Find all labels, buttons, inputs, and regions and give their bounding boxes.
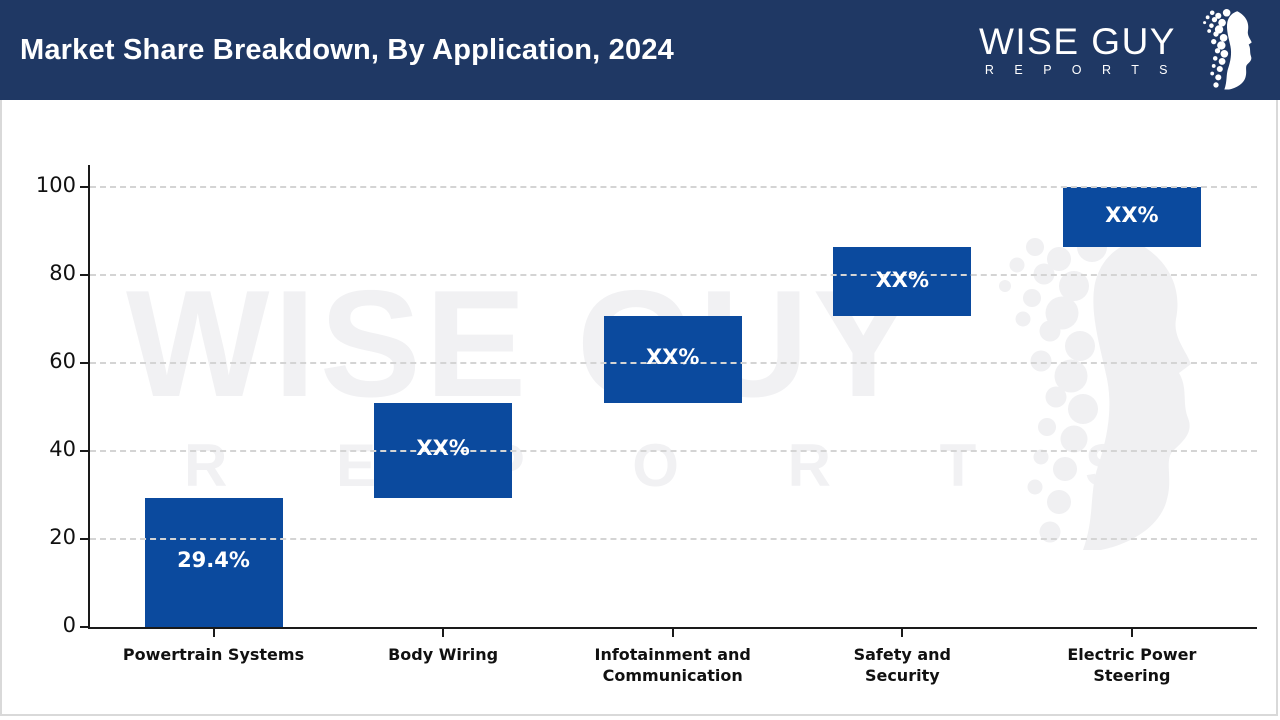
logo-text: WISE GUY R E P O R T S [979,23,1176,77]
wiseguy-logo: WISE GUY R E P O R T S [979,8,1254,92]
y-tick [80,362,88,364]
y-tick-label: 80 [49,261,76,285]
bar-value-label: XX% [416,436,470,461]
bar-value-label: XX% [645,345,700,370]
y-tick-label: 40 [49,437,76,461]
gridline [90,186,1257,188]
x-category-label: Powertrain Systems [122,645,305,664]
bar [1062,187,1201,248]
watermark-wordmark: WISE GUY [126,259,919,429]
y-tick [80,450,88,452]
gridline [90,538,1257,540]
y-tick-label: 0 [62,613,76,637]
watermark-subtext: R E P O R T S [184,432,1171,499]
y-tick-label: 60 [49,349,76,373]
y-tick [80,538,88,540]
bar [144,497,283,627]
chart-canvas: WISE GUY R E P O R T S 29.4% Powertrain S… [0,100,1278,716]
y-tick [80,626,88,628]
bar-value-label: 29.4% [177,548,250,573]
x-category-label: Infotainment and Communication [594,645,751,685]
watermark-dotted-head-icon [999,232,1191,550]
gridline [90,362,1257,364]
dotted-head-icon [1203,8,1252,90]
page-title: Market Share Breakdown, By Application, … [20,33,674,66]
x-category-label: Safety and Security [853,645,951,685]
x-tick [212,629,215,637]
bar [833,247,972,317]
x-tick [1130,629,1133,637]
x-axis [88,627,1257,629]
y-axis [88,165,90,629]
x-tick [901,629,904,637]
y-tick-label: 20 [49,525,76,549]
y-tick [80,186,88,188]
x-tick [671,629,674,637]
gridline [90,450,1257,452]
bar [603,316,742,403]
y-tick [80,274,88,276]
x-tick [442,629,445,637]
x-category-label: Electric Power Steering [1067,645,1197,685]
bar-value-label: XX% [1105,203,1159,228]
logo-wordmark: WISE GUY [978,21,1176,63]
gridline [90,274,1257,276]
logo-subtext: R E P O R T S [984,63,1176,78]
y-tick-label: 100 [35,173,76,197]
header: Market Share Breakdown, By Application, … [0,0,1280,100]
bar-value-label: XX% [875,267,930,292]
x-category-label: Body Wiring [388,645,499,664]
